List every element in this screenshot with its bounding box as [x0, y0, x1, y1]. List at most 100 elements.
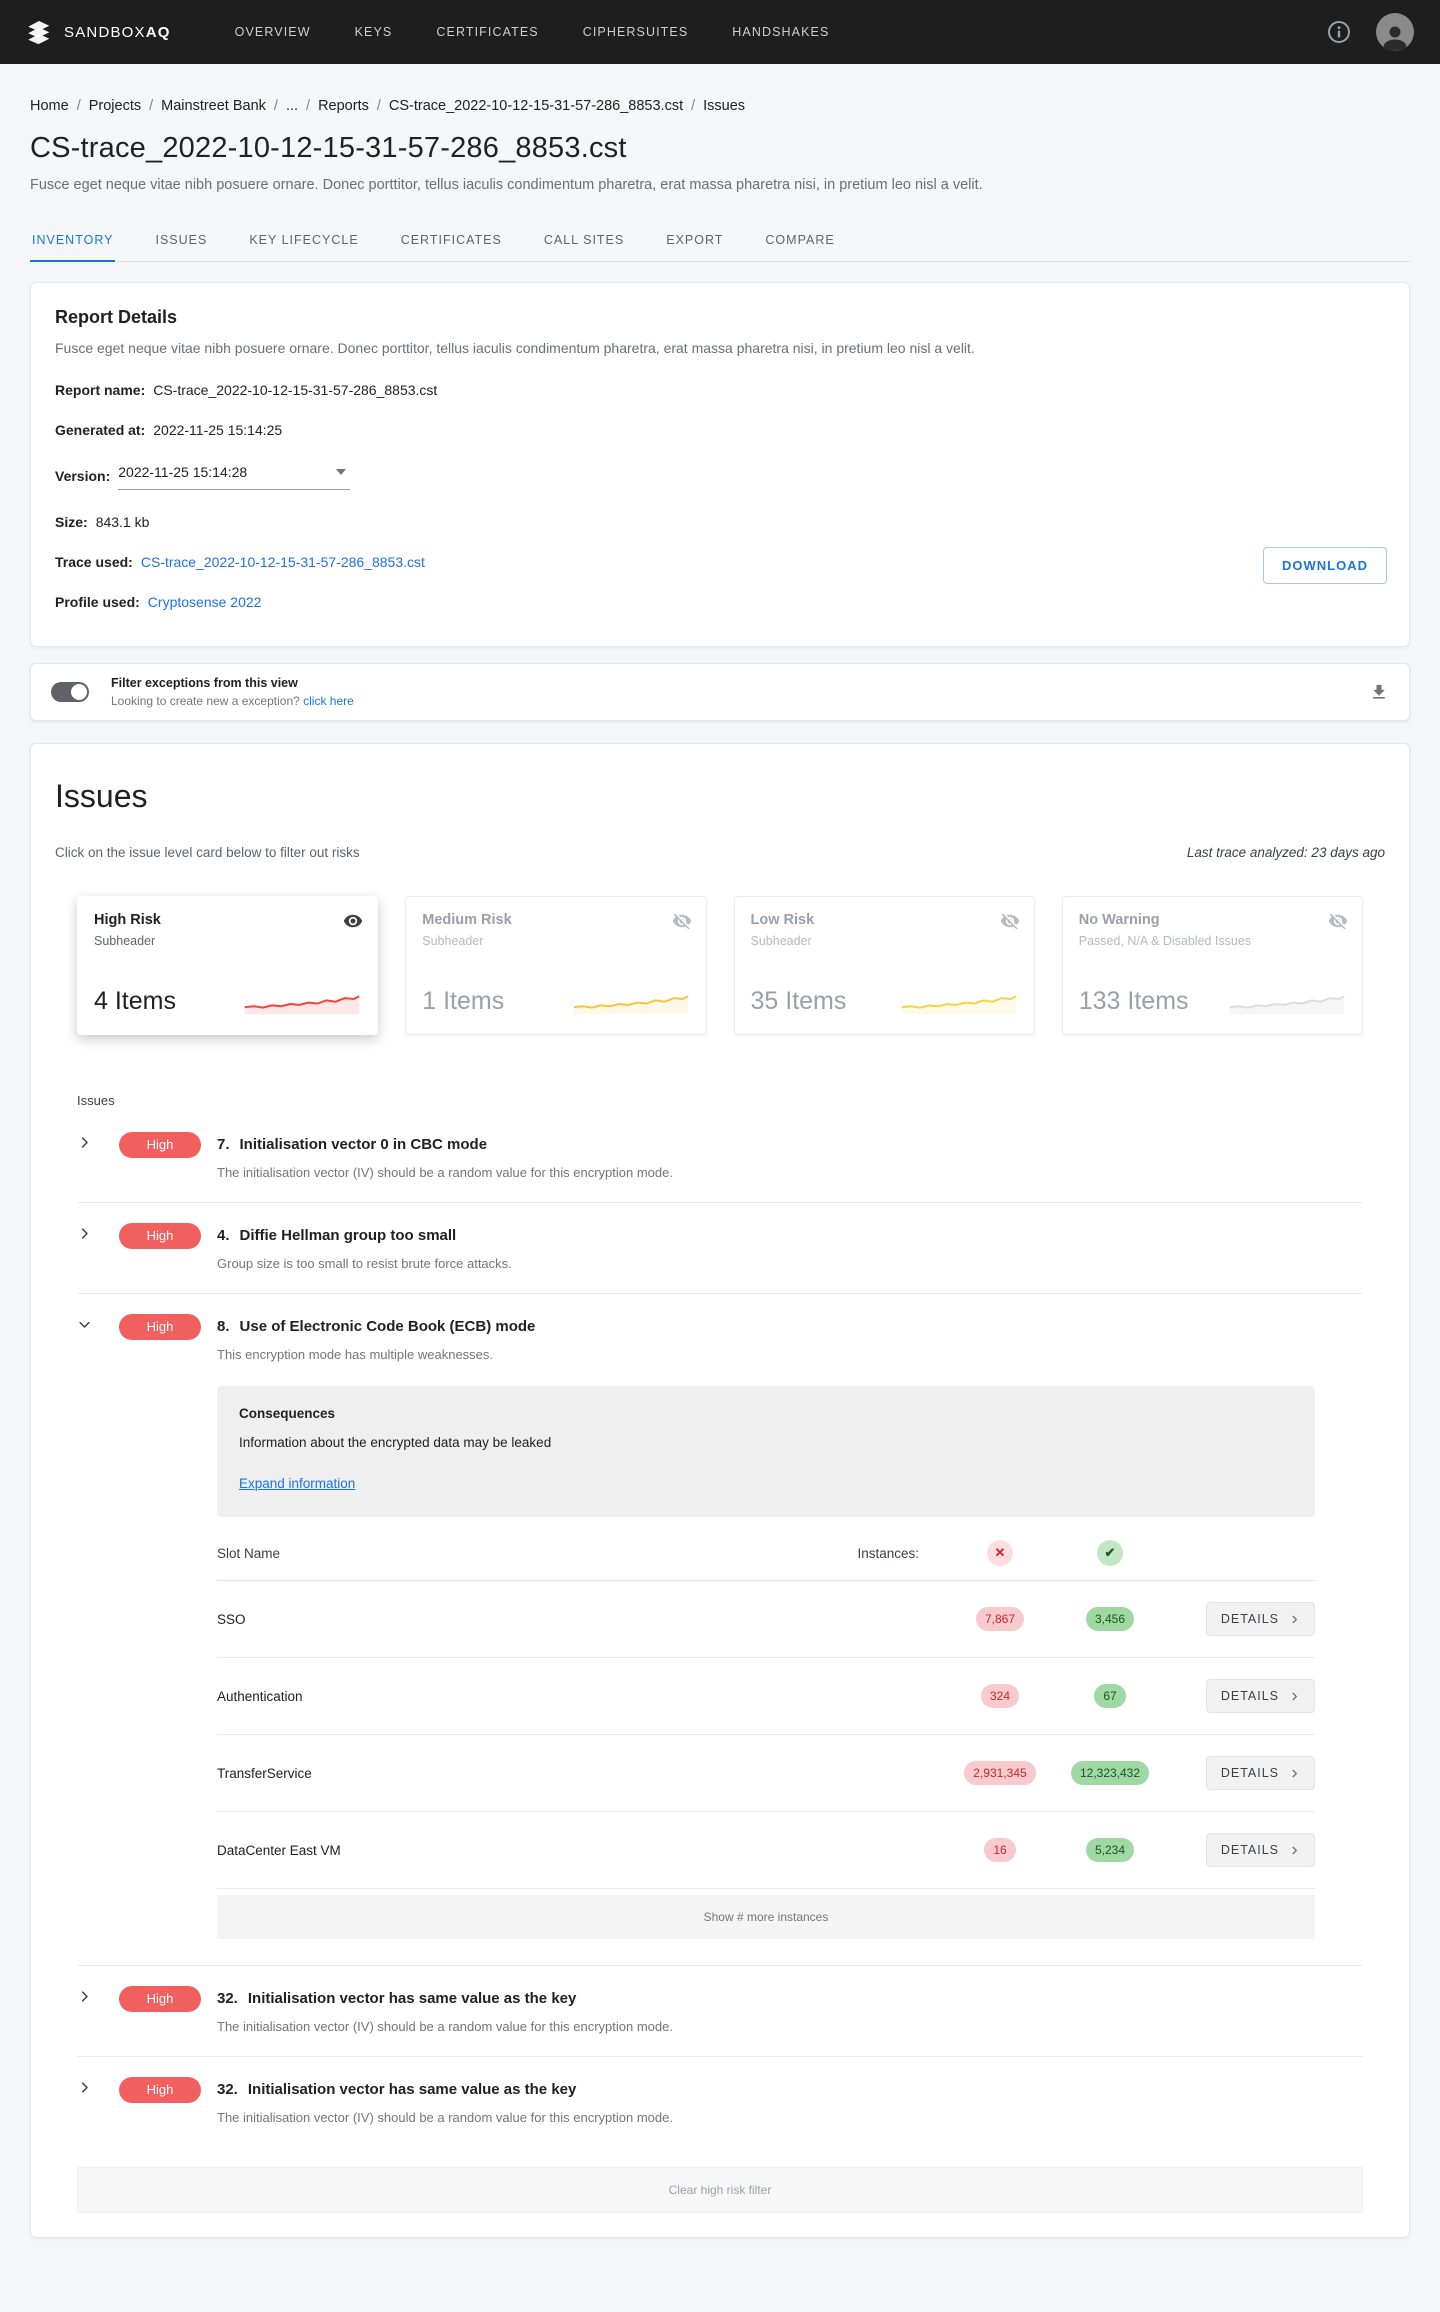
trace-used-link[interactable]: CS-trace_2022-10-12-15-31-57-286_8853.cs… [140, 554, 425, 570]
generated-at-value: 2022-11-25 15:14:25 [153, 422, 283, 438]
issue-row-4[interactable]: High 4. Diffie Hellman group too small Gr… [77, 1203, 1363, 1294]
pass-count-badge: 67 [1094, 1684, 1126, 1708]
clear-high-risk-filter[interactable]: Clear high risk filter [77, 2167, 1363, 2213]
breadcrumb-report-file[interactable]: CS-trace_2022-10-12-15-31-57-286_8853.cs… [388, 98, 684, 114]
chevron-right-icon [1292, 1615, 1297, 1623]
issue-title: 4. Diffie Hellman group too small [217, 1227, 457, 1244]
nav-item-certificates[interactable]: CERTIFICATES [436, 25, 539, 39]
fail-icon: ✕ [987, 1540, 1013, 1566]
consequences-text: Information about the encrypted data may… [239, 1435, 552, 1450]
low-risk-sparkline [901, 995, 1017, 1015]
slot-name: DataCenter East VM [217, 1842, 341, 1858]
tab-certificates[interactable]: CERTIFICATES [400, 233, 502, 247]
user-avatar[interactable] [1376, 13, 1414, 51]
risk-card-low[interactable]: Low Risk Subheader 35 Items [733, 896, 1035, 1035]
breadcrumb-reports[interactable]: Reports [318, 98, 369, 114]
issue-title: 32. Initialisation vector has same value … [217, 1990, 577, 2007]
nav-item-keys[interactable]: KEYS [354, 25, 393, 39]
chevron-down-icon[interactable] [77, 1314, 103, 1943]
risk-card-count: 133 Items [1078, 987, 1189, 1015]
create-exception-link[interactable]: click here [303, 694, 354, 708]
slot-name: SSO [217, 1611, 246, 1627]
risk-card-title: Medium Risk [422, 912, 512, 928]
breadcrumb-home[interactable]: Home [30, 98, 69, 114]
table-row-authentication: Authentication 324 67 DETAILS [217, 1658, 1315, 1735]
issue-description: The initialisation vector (IV) should be… [217, 2019, 673, 2034]
risk-card-title: High Risk [94, 912, 161, 928]
issues-list-label: Issues [77, 1093, 115, 1108]
chevron-right-icon[interactable] [77, 1132, 103, 1180]
trace-used-label: Trace used: [55, 554, 133, 570]
issue-title: 32. Initialisation vector has same value … [217, 2081, 577, 2098]
risk-card-high[interactable]: High Risk Subheader 4 Items [77, 896, 379, 1035]
info-icon[interactable] [1328, 21, 1350, 43]
risk-card-row: High Risk Subheader 4 Items Medium Risk … [77, 896, 1363, 1035]
expand-information-link[interactable]: Expand information [239, 1476, 356, 1491]
breadcrumb-separator: / [149, 98, 154, 114]
filter-exceptions-title: Filter exceptions from this view [111, 676, 298, 690]
version-value: 2022-11-25 15:14:28 [118, 464, 248, 480]
tab-issues[interactable]: ISSUES [155, 233, 208, 247]
size-label: Size: [55, 514, 88, 530]
nav-item-ciphersuites[interactable]: CIPHERSUITES [582, 25, 689, 39]
breadcrumb-mainstreet-bank[interactable]: Mainstreet Bank [161, 98, 266, 114]
issue-row-7[interactable]: High 7. Initialisation vector 0 in CBC mo… [77, 1112, 1363, 1203]
issue-row-32b[interactable]: High 32. Initialisation vector has same v… [77, 2057, 1363, 2147]
tab-inventory[interactable]: INVENTORY [30, 223, 116, 262]
nav-item-overview[interactable]: OVERVIEW [234, 25, 311, 39]
sandboxaq-logo[interactable]: SANDBOXAQ [26, 19, 171, 45]
person-icon [1383, 26, 1407, 51]
details-button[interactable]: DETAILS [1205, 1756, 1315, 1790]
slot-instances-table: Slot Name Instances: ✕ ✔ SSO 7,867 3, [217, 1523, 1315, 1939]
risk-card-no-warning[interactable]: No Warning Passed, N/A & Disabled Issues… [1061, 896, 1363, 1035]
breadcrumb: Home / Projects / Mainstreet Bank / ... … [30, 98, 1410, 114]
risk-card-count: 1 Items [422, 987, 505, 1015]
tab-key-lifecycle[interactable]: KEY LIFECYCLE [249, 233, 359, 247]
download-exceptions-icon[interactable] [1369, 682, 1389, 702]
show-more-instances[interactable]: Show # more instances [217, 1895, 1315, 1939]
slot-name: TransferService [217, 1765, 312, 1781]
risk-card-count: 35 Items [750, 987, 847, 1015]
eye-off-icon[interactable] [1000, 911, 1020, 931]
breadcrumb-separator: / [76, 98, 81, 114]
severity-badge: High [119, 1223, 201, 1249]
filter-exceptions-toggle[interactable] [51, 682, 89, 702]
eye-off-icon[interactable] [1328, 911, 1348, 931]
details-button[interactable]: DETAILS [1205, 1679, 1315, 1713]
report-details-title: Report Details [55, 307, 178, 327]
risk-card-subheader: Subheader [94, 934, 156, 948]
report-name-row: Report name: CS-trace_2022-10-12-15-31-5… [55, 382, 1385, 398]
fail-count-badge: 16 [984, 1838, 1016, 1862]
version-label: Version: [55, 468, 111, 484]
tab-export[interactable]: EXPORT [666, 233, 724, 247]
generated-at-label: Generated at: [55, 422, 146, 438]
eye-off-icon[interactable] [672, 911, 692, 931]
chevron-right-icon[interactable] [77, 1986, 103, 2034]
pass-count-badge: 12,323,432 [1070, 1761, 1150, 1785]
instances-label: Instances: [857, 1545, 919, 1561]
page-subtitle: Fusce eget neque vitae nibh posuere orna… [30, 177, 983, 193]
chevron-right-icon[interactable] [77, 2077, 103, 2125]
slot-table-header: Slot Name Instances: ✕ ✔ [217, 1523, 1315, 1581]
risk-card-medium[interactable]: Medium Risk Subheader 1 Items [405, 896, 707, 1035]
fail-count-badge: 2,931,345 [964, 1761, 1036, 1785]
breadcrumb-separator: / [376, 98, 381, 114]
download-button[interactable]: DOWNLOAD [1263, 547, 1387, 584]
details-button[interactable]: DETAILS [1205, 1833, 1315, 1867]
profile-used-label: Profile used: [55, 594, 140, 610]
profile-used-link[interactable]: Cryptosense 2022 [147, 594, 262, 610]
eye-visible-icon[interactable] [343, 911, 363, 931]
breadcrumb-projects[interactable]: Projects [88, 98, 142, 114]
issue-row-8-expanded[interactable]: High 8. Use of Electronic Code Book (ECB)… [77, 1294, 1363, 1966]
nav-item-handshakes[interactable]: HANDSHAKES [732, 25, 830, 39]
tab-compare[interactable]: COMPARE [765, 233, 835, 247]
version-select[interactable]: 2022-11-25 15:14:28 [118, 462, 351, 490]
chevron-right-icon [1292, 1846, 1297, 1854]
details-button[interactable]: DETAILS [1205, 1602, 1315, 1636]
pass-count-badge: 3,456 [1085, 1607, 1135, 1631]
tab-call-sites[interactable]: CALL SITES [543, 233, 625, 247]
chevron-right-icon[interactable] [77, 1223, 103, 1271]
breadcrumb-issues: Issues [703, 98, 746, 114]
issue-row-32a[interactable]: High 32. Initialisation vector has same v… [77, 1966, 1363, 2057]
breadcrumb-ellipsis[interactable]: ... [285, 98, 299, 114]
